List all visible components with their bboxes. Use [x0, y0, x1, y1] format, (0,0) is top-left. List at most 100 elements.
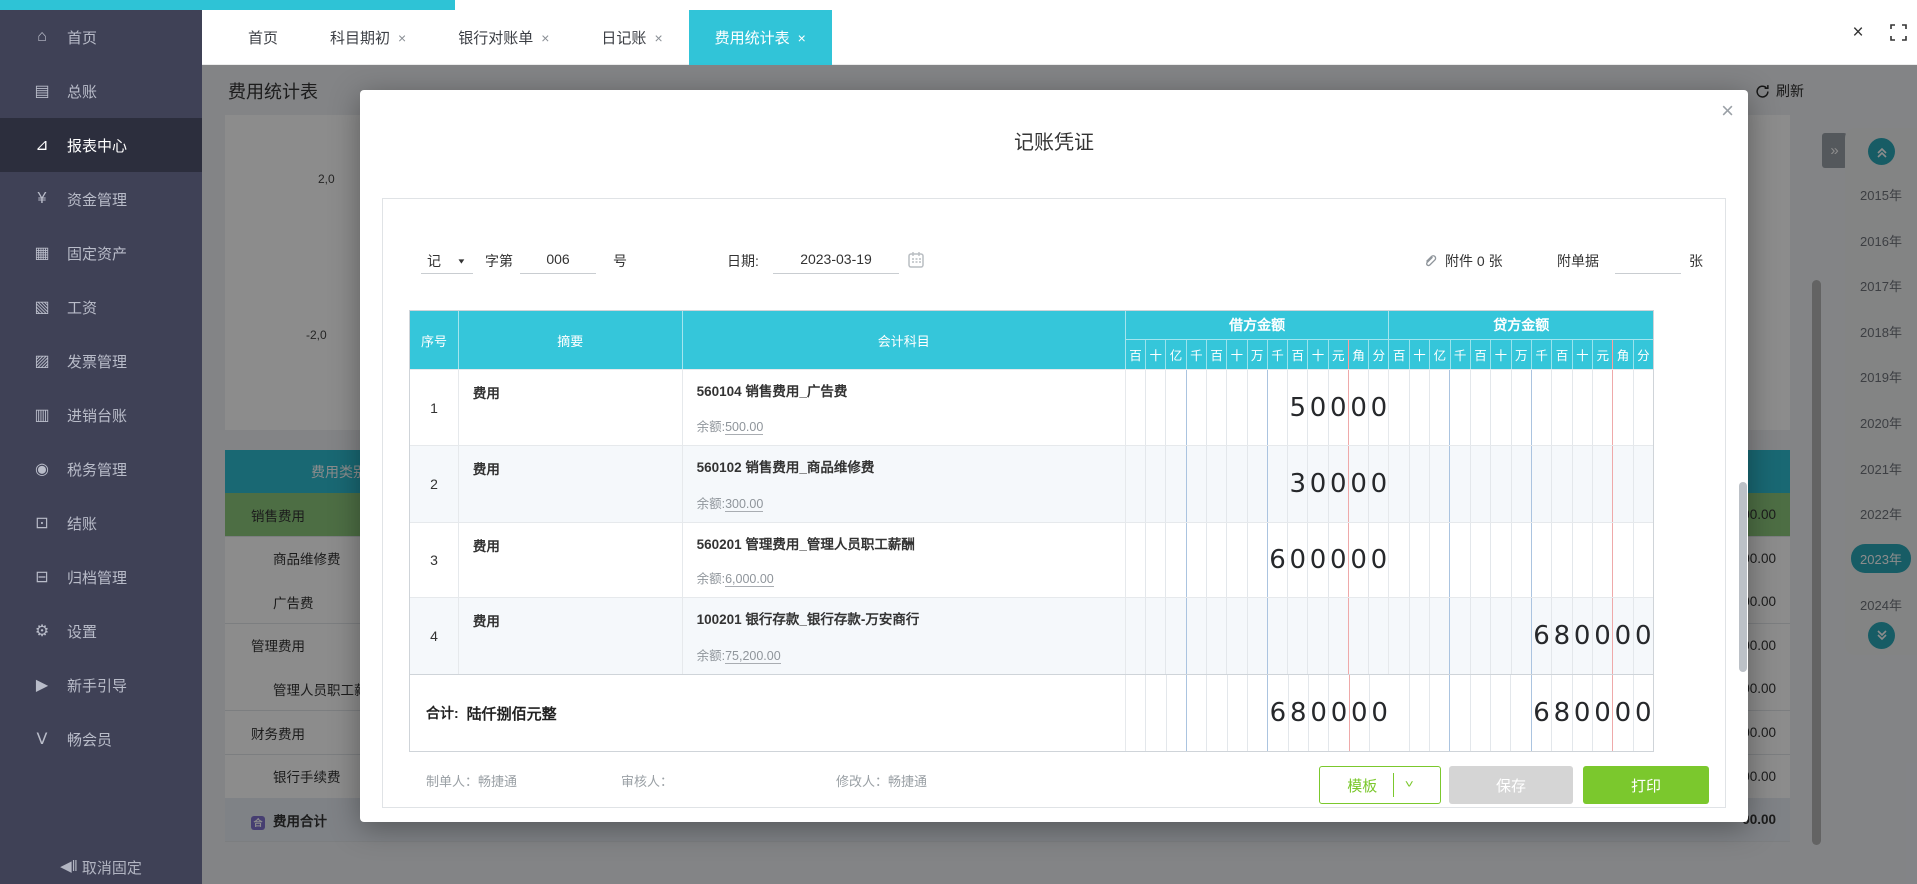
sidebar-item-报表中心[interactable]: ⊿ 报表中心 [0, 118, 202, 172]
row-credit-grid[interactable] [1389, 370, 1653, 445]
attachment-label[interactable]: 附件 0 张 [1445, 253, 1503, 269]
year-item-2022年[interactable]: 2022年 [1860, 507, 1902, 523]
total-credit-col-12: 0 [1613, 675, 1634, 751]
credit-col-6 [1491, 598, 1512, 674]
chevron-down-icon[interactable]: ▼ [456, 257, 467, 265]
digit: 0 [1594, 621, 1611, 651]
year-item-2015年[interactable]: 2015年 [1860, 188, 1902, 203]
row-summary[interactable]: 费用 [459, 523, 683, 597]
panel-collapse-button[interactable]: » [1822, 133, 1847, 168]
sidebar-item-税务管理[interactable]: ◉ 税务管理 [0, 442, 202, 496]
sidebar-item-新手引导[interactable]: ▶ 新手引导 [0, 658, 202, 712]
sidebar-item-结账[interactable]: ⊡ 结账 [0, 496, 202, 550]
row-balance-link[interactable]: 6,000.00 [725, 572, 774, 587]
tab-close-icon[interactable]: × [654, 29, 663, 46]
row-account-cell[interactable]: 560104 销售费用_广告费 余额:500.00 [683, 370, 1126, 445]
close-icon[interactable]: × [1852, 21, 1864, 43]
tab-首页[interactable]: 首页 [222, 10, 304, 65]
tab-close-icon[interactable]: × [541, 29, 550, 46]
sidebar-unpin-button[interactable]: ◀‖ 取消固定 [0, 857, 202, 878]
credit-col-4 [1450, 370, 1471, 445]
tab-close-icon[interactable]: × [797, 29, 806, 46]
calendar-icon[interactable] [907, 251, 925, 274]
sidebar-item-首页[interactable]: ⌂ 首页 [0, 10, 202, 64]
digit-unit-label: 十 [1146, 340, 1167, 369]
chevron-down-icon[interactable]: ˅ [1404, 779, 1415, 791]
row-credit-grid[interactable] [1389, 523, 1653, 597]
tab-科目期初[interactable]: 科目期初 × [304, 10, 432, 65]
sidebar-item-总账[interactable]: ▤ 总账 [0, 64, 202, 118]
row-summary[interactable]: 费用 [459, 446, 683, 522]
row-balance-link[interactable]: 75,200.00 [725, 649, 781, 664]
sidebar-item-设置[interactable]: ⚙ 设置 [0, 604, 202, 658]
total-debit-col-4 [1187, 675, 1208, 751]
print-button[interactable]: 打印 [1583, 766, 1709, 804]
year-scroll-down-icon[interactable] [1868, 622, 1895, 649]
salary-doc-icon: ▧ [34, 299, 50, 316]
row-summary[interactable]: 费用 [459, 598, 683, 674]
total-debit-col-13: 0 [1370, 675, 1389, 751]
voucher-number-input[interactable]: 006 [546, 251, 570, 267]
report-chart-icon: ⊿ [35, 137, 49, 154]
credit-col-2 [1410, 598, 1431, 674]
sidebar-item-资金管理[interactable]: ¥ 资金管理 [0, 172, 202, 226]
digit: 6 [1269, 545, 1286, 575]
fullscreen-icon[interactable] [1887, 22, 1909, 44]
date-input[interactable]: 2023-03-19 [800, 251, 872, 267]
year-item-2020年[interactable]: 2020年 [1860, 416, 1902, 431]
year-item-2024年[interactable]: 2024年 [1860, 598, 1902, 614]
save-button[interactable]: 保存 [1449, 766, 1573, 804]
debit-col-11: 0 [1329, 523, 1349, 597]
digit: 0 [1350, 545, 1367, 575]
header-summary: 摘要 [459, 311, 683, 369]
year-item-2017年[interactable]: 2017年 [1860, 279, 1902, 295]
modal-close-icon[interactable]: × [1721, 98, 1734, 123]
debit-col-3 [1166, 523, 1187, 597]
tab-银行对账单[interactable]: 银行对账单 × [432, 10, 575, 65]
voucher-word-select[interactable]: 记 [427, 253, 441, 269]
content-scrollbar[interactable] [1812, 280, 1821, 845]
sidebar-item-畅会员[interactable]: Ⅴ 畅会员 [0, 712, 202, 766]
sidebar-item-发票管理[interactable]: ▨ 发票管理 [0, 334, 202, 388]
row-balance-link[interactable]: 300.00 [725, 497, 764, 512]
row-credit-grid[interactable] [1389, 446, 1653, 522]
year-item-2021年[interactable]: 2021年 [1860, 461, 1902, 477]
sidebar-item-固定资产[interactable]: ▦ 固定资产 [0, 226, 202, 280]
sidebar-item-归档管理[interactable]: ⊟ 归档管理 [0, 550, 202, 604]
row-account-cell[interactable]: 560201 管理费用_管理人员职工薪酬 余额:6,000.00 [683, 523, 1126, 597]
digit: 8 [1553, 621, 1571, 651]
year-scroll-up-icon[interactable] [1868, 138, 1895, 165]
row-balance-link[interactable]: 500.00 [725, 420, 764, 435]
digit: 0 [1370, 469, 1388, 499]
year-item-2023年[interactable]: 2023年 [1851, 543, 1911, 573]
debit-col-11: 0 [1329, 370, 1349, 445]
digit: 0 [1310, 698, 1327, 728]
row-seq: 4 [410, 598, 459, 674]
refresh-button[interactable]: 刷新 [1755, 81, 1804, 101]
fudanju-input[interactable] [1615, 273, 1681, 274]
credit-col-7 [1512, 523, 1532, 597]
year-item-2019年[interactable]: 2019年 [1860, 370, 1902, 386]
debit-col-4 [1187, 523, 1207, 597]
tab-close-icon[interactable]: × [398, 29, 407, 46]
row-debit-grid[interactable] [1126, 598, 1390, 674]
credit-col-9 [1552, 370, 1573, 445]
credit-col-5 [1471, 523, 1492, 597]
expense-row-label: 广告费 [273, 595, 314, 611]
tab-费用统计表[interactable]: 费用统计表 × [688, 10, 832, 65]
voucher-table-scrollbar[interactable] [1739, 482, 1747, 672]
year-item-2016年[interactable]: 2016年 [1860, 233, 1902, 249]
tab-日记账[interactable]: 日记账 × [575, 10, 688, 65]
template-button[interactable]: 模板 ˅ [1319, 766, 1441, 804]
row-summary[interactable]: 费用 [459, 370, 683, 445]
row-account-cell[interactable]: 100201 银行存款_银行存款-万安商行 余额:75,200.00 [683, 598, 1126, 674]
year-item-2018年[interactable]: 2018年 [1860, 324, 1902, 340]
sidebar-item-工资[interactable]: ▧ 工资 [0, 280, 202, 334]
digit: 0 [1289, 545, 1307, 575]
row-account-cell[interactable]: 560102 销售费用_商品维修费 余额:300.00 [683, 446, 1126, 522]
sidebar-item-进销台账[interactable]: ▥ 进销台账 [0, 388, 202, 442]
